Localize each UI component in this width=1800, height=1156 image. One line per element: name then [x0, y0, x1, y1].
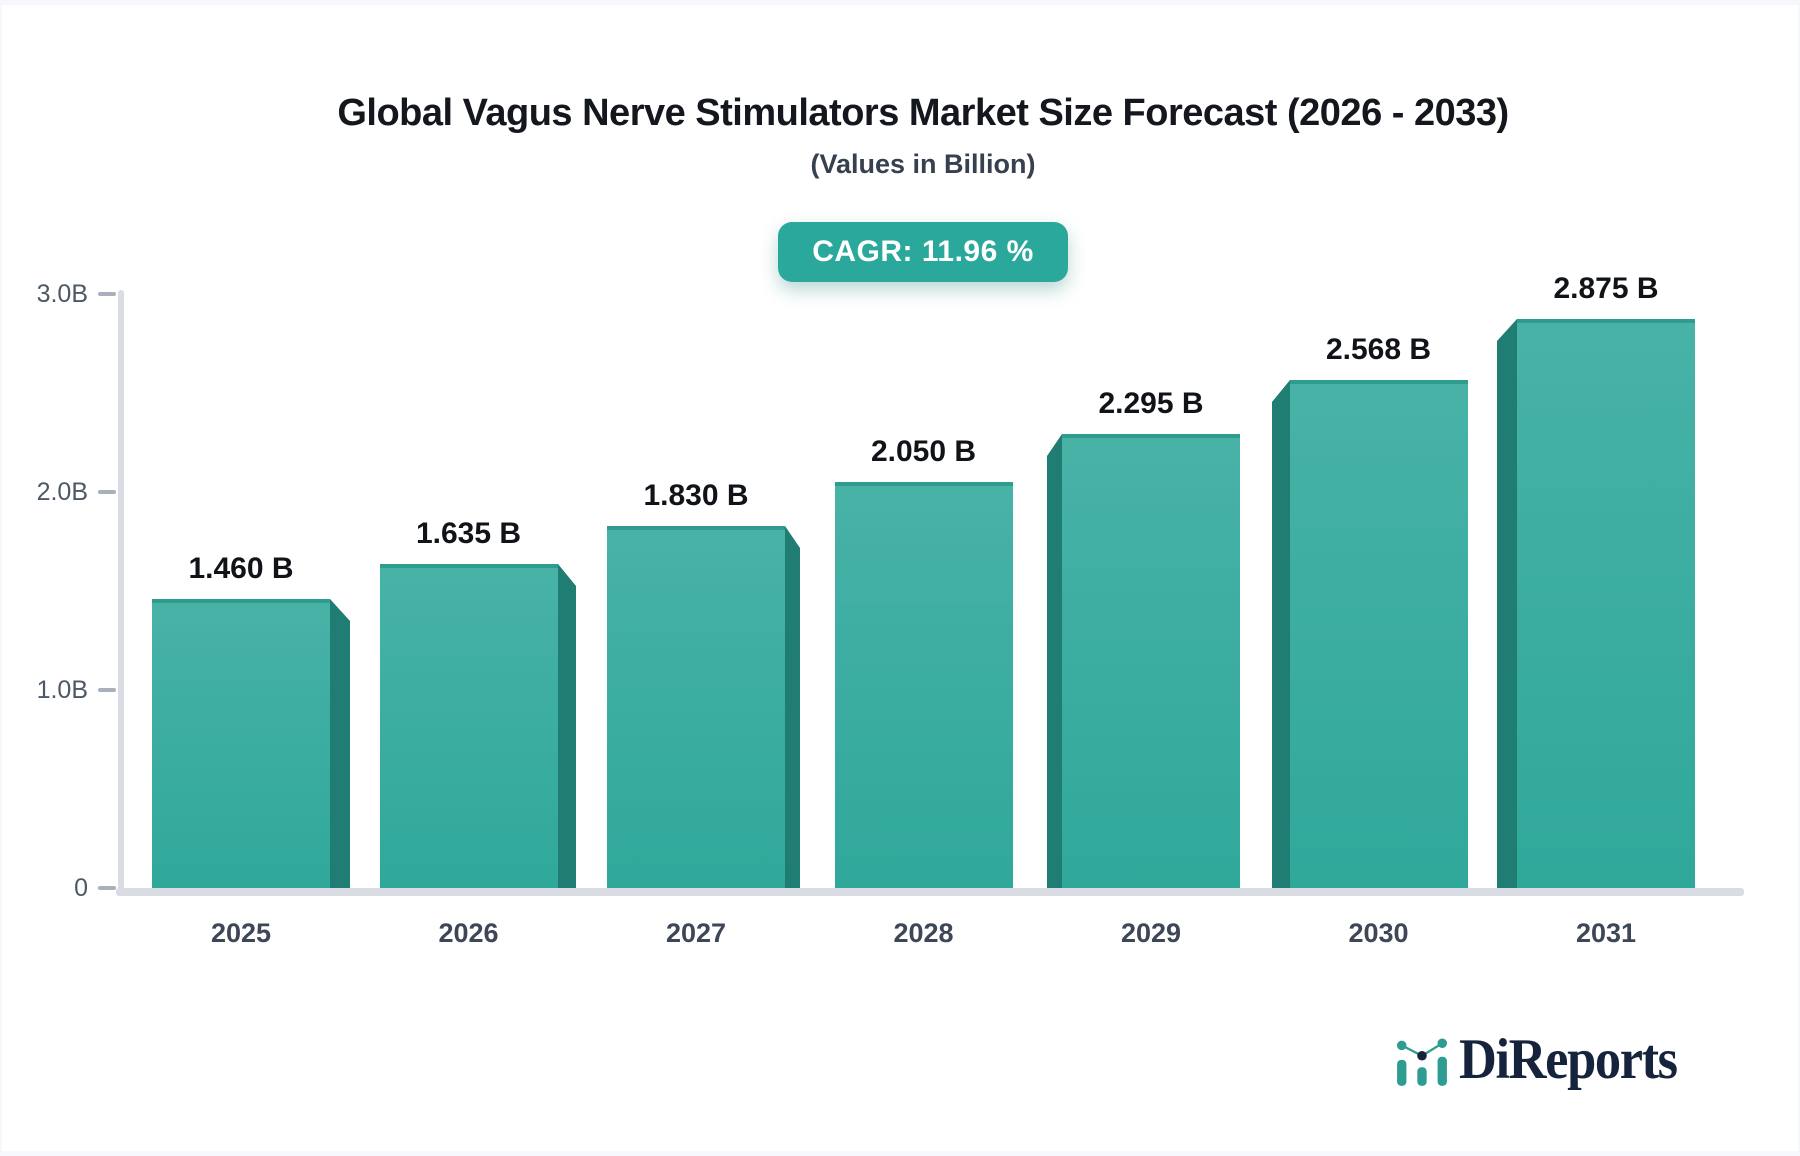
bar-value-label: 2.568 B — [1325, 333, 1432, 366]
logo-bar-right — [1437, 1057, 1448, 1087]
direports-logo-icon — [1397, 1038, 1448, 1087]
bar-2031 — [1517, 319, 1695, 888]
bar-side-face — [330, 599, 350, 888]
y-tick-dash — [98, 688, 116, 692]
x-axis-label: 2028 — [893, 918, 954, 948]
logo-dot-left — [1397, 1041, 1407, 1051]
y-tick-dash — [98, 292, 116, 296]
x-axis-label: 2030 — [1348, 918, 1409, 948]
y-tick-dash — [98, 490, 116, 494]
bar-2030 — [1290, 380, 1468, 888]
logo-bar-left — [1397, 1060, 1407, 1087]
direports-logo: DiReports — [1395, 1028, 1696, 1091]
bar-2028 — [835, 482, 1013, 888]
x-axis-label: 2026 — [438, 918, 499, 948]
bar-2026 — [380, 564, 558, 888]
bar-value-label: 1.830 B — [643, 479, 749, 512]
y-tick-label: 3.0B — [36, 280, 88, 308]
bar-side-face — [1497, 319, 1517, 888]
bar-value-label: 2.875 B — [1553, 272, 1659, 305]
bar-side-face — [1047, 434, 1062, 888]
bar-2027 — [607, 526, 785, 888]
logo-dot-middle — [1417, 1051, 1428, 1061]
bar-2029 — [1062, 434, 1240, 888]
x-axis-baseline — [116, 888, 1744, 896]
bar-side-face — [1272, 380, 1290, 888]
x-axis-label: 2029 — [1120, 918, 1182, 948]
bar-value-label: 1.460 B — [188, 552, 294, 585]
logo-wordmark: DiReports — [1459, 1028, 1678, 1091]
y-tick-label: 2.0B — [36, 478, 88, 506]
bar-value-label: 1.635 B — [415, 517, 522, 550]
x-axis-label: 2025 — [210, 918, 272, 948]
cagr-badge: CAGR: 11.96 % — [778, 222, 1068, 282]
x-axis-label: 2027 — [665, 918, 727, 948]
bar-side-face — [558, 564, 576, 888]
y-axis-line — [118, 290, 124, 892]
logo-dot-right — [1437, 1038, 1448, 1049]
bar-value-label: 2.295 B — [1098, 387, 1204, 420]
bar-side-face — [785, 526, 800, 888]
logo-bar-middle — [1417, 1067, 1428, 1087]
x-axis-label: 2031 — [1575, 918, 1637, 948]
y-tick-label: 0 — [74, 874, 88, 902]
chart-header: Global Vagus Nerve Stimulators Market Si… — [46, 0, 1800, 282]
bar-value-label: 2.050 B — [870, 435, 977, 468]
bar-2025 — [152, 599, 330, 888]
y-tick-label: 1.0B — [36, 676, 88, 704]
chart-subtitle: (Values in Billion) — [810, 149, 1036, 179]
y-tick-dash — [98, 886, 116, 890]
chart-title: Global Vagus Nerve Stimulators Market Si… — [337, 92, 1509, 134]
